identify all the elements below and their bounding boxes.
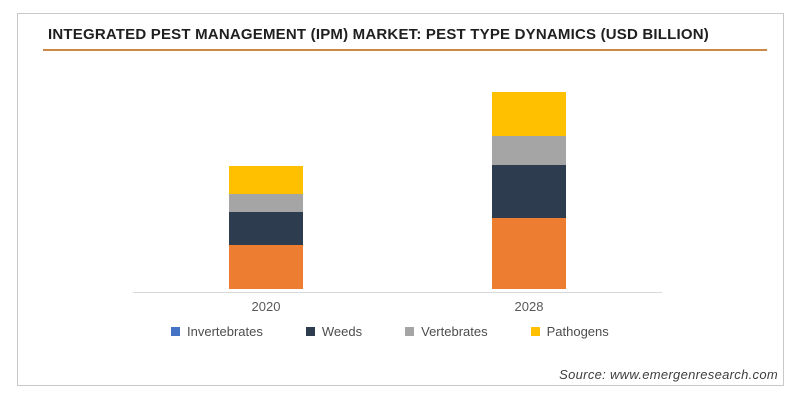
bar-segment-vertebrates-2020 <box>229 194 303 212</box>
chart-title: INTEGRATED PEST MANAGEMENT (IPM) MARKET:… <box>48 26 709 43</box>
legend-label-pathogens: Pathogens <box>546 324 609 339</box>
bar-segment-pathogens-2020 <box>229 166 303 194</box>
bar-segment-weeds-2020 <box>229 212 303 245</box>
bar-segment-invertebrates-2028 <box>492 218 566 289</box>
legend-swatch-weeds <box>305 327 315 336</box>
bar-segment-invertebrates-2020 <box>229 245 303 289</box>
legend-item-pathogens: Pathogens <box>530 324 609 339</box>
legend-swatch-invertebrates <box>171 327 180 336</box>
x-tick-label-2028: 2028 <box>514 299 544 314</box>
legend-swatch-pathogens <box>530 327 540 336</box>
legend-item-weeds: Weeds <box>305 324 363 339</box>
source-attribution: Source: www.emergenresearch.com <box>559 367 778 382</box>
legend-swatch-vertebrates <box>405 327 415 336</box>
legend-label-weeds: Weeds <box>321 324 363 339</box>
plot-area: 2020 2028 <box>18 14 783 385</box>
x-axis-line <box>133 292 662 293</box>
legend-item-invertebrates: Invertebrates <box>171 324 263 339</box>
stacked-bar-2020 <box>229 166 303 289</box>
legend-label-invertebrates: Invertebrates <box>187 324 263 339</box>
bar-segment-weeds-2028 <box>492 165 566 218</box>
stacked-bar-2028 <box>492 92 566 289</box>
bar-segment-pathogens-2028 <box>492 92 566 136</box>
legend-item-vertebrates: Vertebrates <box>405 324 488 339</box>
bar-segment-vertebrates-2028 <box>492 136 566 165</box>
legend: Invertebrates Weeds Vertebrates Pathogen… <box>171 324 609 339</box>
x-tick-label-2020: 2020 <box>251 299 281 314</box>
chart-card: INTEGRATED PEST MANAGEMENT (IPM) MARKET:… <box>17 13 784 386</box>
title-underline <box>43 49 767 51</box>
legend-label-vertebrates: Vertebrates <box>421 324 488 339</box>
